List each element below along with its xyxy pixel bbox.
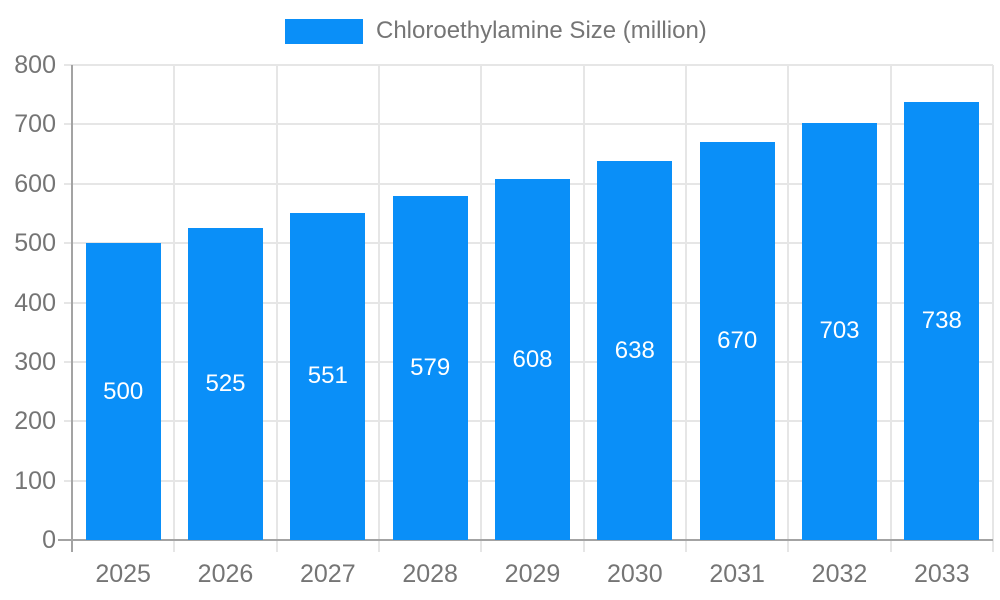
bar[interactable] — [699, 142, 775, 540]
y-axis-tick-label: 500 — [14, 229, 56, 258]
h-gridline — [64, 64, 993, 66]
legend-label: Chloroethylamine Size (million) — [376, 17, 707, 44]
y-axis-tick-label: 0 — [42, 526, 56, 554]
x-axis-tick-label: 2033 — [914, 560, 970, 588]
y-axis-line — [71, 65, 73, 552]
v-gridline — [992, 65, 994, 552]
legend-swatch-icon — [285, 18, 363, 44]
x-axis-tick-label: 2027 — [300, 560, 356, 588]
bar[interactable] — [188, 228, 263, 540]
x-axis-tick-label: 2031 — [709, 560, 765, 588]
v-gridline — [480, 65, 483, 552]
v-gridline — [787, 65, 790, 552]
bar[interactable] — [597, 161, 673, 540]
x-axis-line — [58, 539, 993, 541]
bar[interactable] — [495, 179, 570, 540]
y-axis-tick-label: 300 — [14, 347, 56, 376]
x-axis-tick-label: 2026 — [197, 560, 254, 588]
x-axis-tick-label: 2030 — [607, 560, 663, 588]
x-axis-tick-label: 2025 — [95, 560, 151, 588]
bar[interactable] — [85, 243, 161, 540]
legend-item[interactable]: Chloroethylamine Size (million) — [285, 12, 707, 50]
v-gridline — [173, 65, 176, 552]
x-axis-tick-label: 2032 — [811, 560, 868, 588]
h-gridline — [64, 123, 993, 126]
v-gridline — [889, 65, 892, 552]
y-axis-tick-label: 200 — [14, 407, 56, 436]
y-axis-tick-label: 800 — [14, 51, 56, 79]
y-axis-tick-label: 600 — [14, 169, 56, 198]
bar[interactable] — [904, 101, 980, 540]
bar[interactable] — [392, 196, 468, 540]
y-axis-tick-label: 100 — [14, 466, 56, 495]
bar[interactable] — [802, 122, 877, 540]
x-axis-tick-label: 2028 — [402, 560, 458, 588]
x-axis-tick-label: 2029 — [504, 560, 561, 588]
v-gridline — [582, 65, 585, 552]
v-gridline — [275, 65, 278, 552]
v-gridline — [685, 65, 687, 552]
y-axis-tick-label: 400 — [14, 288, 56, 317]
v-gridline — [378, 65, 380, 552]
bar[interactable] — [290, 212, 366, 540]
y-axis-tick-label: 700 — [14, 110, 56, 139]
